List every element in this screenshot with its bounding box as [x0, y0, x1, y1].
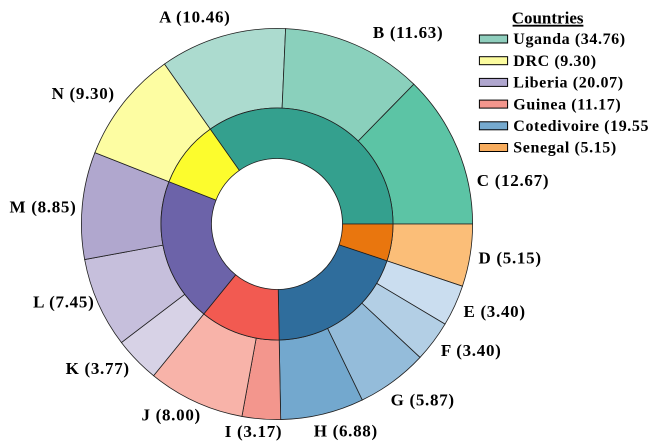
svg-text:E (3.40): E (3.40): [463, 302, 525, 321]
svg-text:C (12.67): C (12.67): [477, 171, 549, 190]
svg-text:Guinea (11.17): Guinea (11.17): [513, 96, 621, 113]
svg-text:B (11.63): B (11.63): [373, 23, 444, 42]
svg-text:G (5.87): G (5.87): [391, 391, 455, 410]
svg-text:J (8.00): J (8.00): [141, 406, 200, 425]
svg-text:DRC (9.30): DRC (9.30): [513, 53, 596, 70]
svg-text:D (5.15): D (5.15): [478, 249, 541, 268]
svg-text:A (10.46): A (10.46): [159, 8, 230, 27]
svg-text:F (3.40): F (3.40): [441, 341, 502, 360]
svg-text:H (6.88): H (6.88): [314, 422, 378, 441]
svg-text:I (3.17): I (3.17): [225, 422, 283, 441]
svg-text:N (9.30): N (9.30): [52, 84, 115, 103]
svg-text:L (7.45): L (7.45): [33, 293, 94, 312]
svg-text:Uganda (34.76): Uganda (34.76): [513, 31, 625, 48]
svg-text:Liberia (20.07): Liberia (20.07): [513, 75, 623, 92]
svg-text:Cotedivoire (19.55): Cotedivoire (19.55): [513, 118, 649, 135]
svg-text:M (8.85): M (8.85): [10, 198, 77, 217]
svg-text:K (3.77): K (3.77): [66, 359, 130, 378]
svg-text:Countries: Countries: [512, 9, 584, 28]
svg-text:Senegal (5.15): Senegal (5.15): [513, 140, 617, 157]
